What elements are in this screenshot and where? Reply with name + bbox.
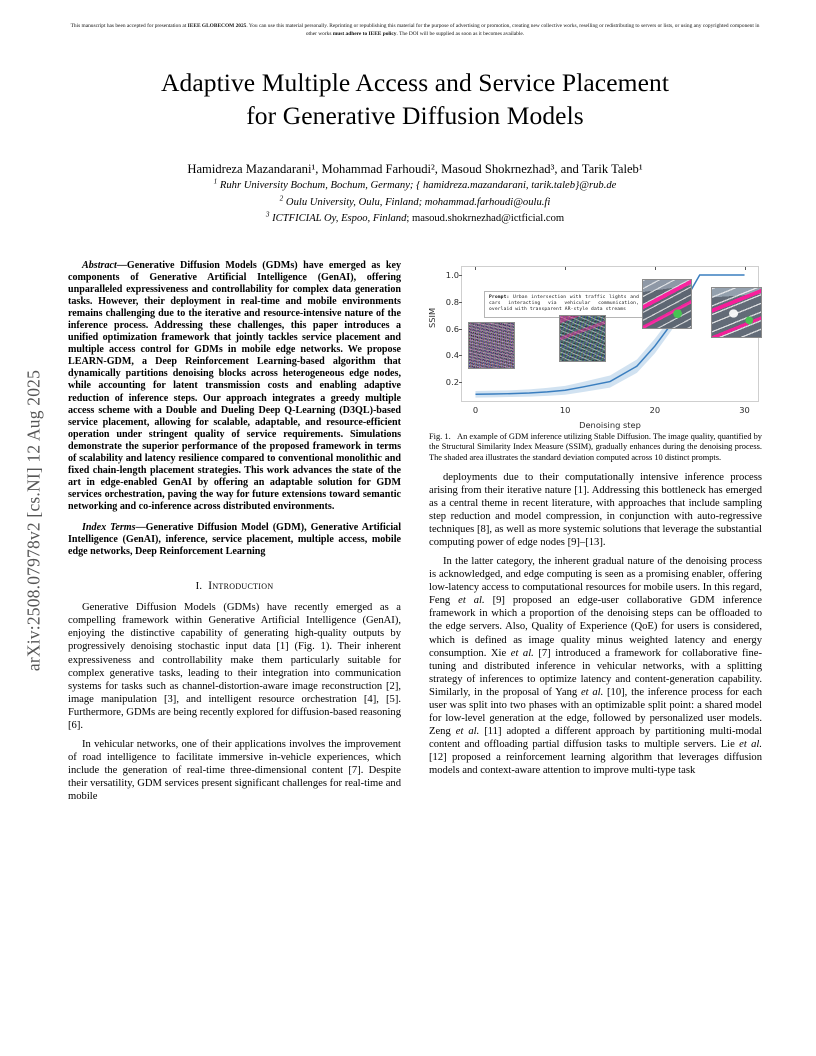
right-paragraph-1: deployments due to their computationally… [429, 471, 762, 549]
section-heading-introduction: I. Introduction [68, 558, 401, 601]
citation-etal-7: et al. [455, 726, 480, 738]
partially-denoised-sample-thumbnail [559, 315, 606, 362]
section-title: Introduction [208, 580, 274, 593]
citation-etal-5: et al. [580, 686, 604, 698]
chart-y-tick-label: 0.2 [445, 377, 459, 388]
paragraph-run-8: [11] adopted a different approach by par… [429, 726, 763, 751]
section-number: I. [195, 581, 203, 593]
figure-caption-text: An example of GDM inference utilizing St… [429, 432, 762, 462]
chart-y-tick-mark [459, 301, 462, 303]
right-paragraph-2: In the latter category, the inherent gra… [429, 555, 762, 778]
chart-x-tick-mark [654, 267, 656, 270]
author-names: Hamidreza Mazandarani¹, Mohammad Farhoud… [187, 162, 643, 176]
pure-noise-sample-thumbnail [468, 322, 515, 369]
abstract-label: Abstract [82, 260, 117, 271]
ssim-vs-denoising-step-chart: SSIM Denoising step 0.2 0.4 0.6 0.8 1.0 0 10 2… [427, 260, 762, 432]
banner-policy-text: must adhere to IEEE policy [332, 31, 397, 38]
prompt-label: Prompt: [489, 295, 510, 300]
chart-x-tick-mark [475, 267, 477, 270]
paragraph-run-10: [12] proposed a reinforcement learning a… [429, 752, 762, 777]
intro-paragraph-1: Generative Diffusion Models (GDMs) have … [68, 602, 401, 731]
affiliation-1-text: Ruhr University Bochum, Bochum, Germany;… [219, 180, 617, 191]
mostly-denoised-sample-thumbnail [642, 279, 692, 329]
chart-x-tick-label: 20 [649, 405, 661, 415]
chart-x-tick-mark [744, 267, 746, 270]
right-column: SSIM Denoising step 0.2 0.4 0.6 0.8 1.0 0 10 2… [427, 260, 762, 778]
page-title: Adaptive Multiple Access and Service Pla… [68, 66, 762, 132]
citation-etal-9: et al. [739, 739, 762, 751]
banner-line2-part3: . The DOI will be supplied as soon as it… [396, 31, 525, 38]
abstract-dash: — [116, 260, 127, 271]
chart-prompt-annotation: Prompt: Urban intersection with traffic … [484, 291, 644, 318]
index-terms-paragraph: Index Terms—Generative Diffusion Model (… [68, 522, 401, 558]
chart-y-tick-mark [459, 355, 462, 357]
chart-y-axis-label: SSIM [427, 307, 437, 328]
figure-1: SSIM Denoising step 0.2 0.4 0.6 0.8 1.0 0 10 2… [427, 260, 762, 463]
affiliation-3-marker: 3 [265, 210, 270, 219]
affiliation-3-email: ; masoud.shokrnezhad@ictficial.com [406, 213, 565, 224]
chart-y-tick-label: 0.8 [445, 296, 459, 307]
chart-x-tick-mark [565, 267, 567, 270]
affiliation-1: 1 Ruhr University Bochum, Bochum, German… [68, 178, 762, 195]
left-column: Abstract—Generative Diffusion Models (GD… [68, 260, 401, 803]
chart-svg-canvas [475, 274, 745, 398]
chart-x-tick-label: 30 [739, 405, 750, 415]
affiliation-1-marker: 1 [213, 177, 218, 186]
affiliation-3: 3 ICTFICIAL Oy, Espoo, Finland; masoud.s… [68, 211, 762, 228]
chart-y-tick-label: 1.0 [445, 270, 459, 281]
abstract-text: Generative Diffusion Models (GDMs) have … [68, 260, 401, 512]
affiliation-2: 2 Oulu University, Oulu, Finland; mohamm… [68, 193, 762, 212]
chart-y-tick-label: 0.6 [445, 323, 459, 334]
chart-y-tick-mark [459, 382, 462, 384]
paragraph-run-4: [7] introduced a framework for collabora… [429, 647, 763, 698]
author-block: Hamidreza Mazandarani¹, Mohammad Farhoud… [68, 160, 762, 228]
chart-y-tick-label: 0.4 [445, 350, 459, 361]
affiliation-3-text: ICTFICIAL Oy, Espoo, Finland [272, 213, 407, 224]
chart-x-tick-label: 10 [559, 405, 571, 415]
figure-caption-label: Fig. 1. [429, 432, 451, 441]
prompt-text: Urban intersection with traffic lights a… [489, 295, 639, 313]
paper-page: This manuscript has been accepted for pr… [68, 0, 762, 1056]
paragraph-run-2: [9] proposed an edge-user collaborative … [429, 595, 762, 659]
chart-ssim-line [475, 274, 745, 396]
chart-x-axis-label: Denoising step [579, 420, 641, 430]
abstract-paragraph: Abstract—Generative Diffusion Models (GD… [68, 260, 401, 513]
paragraph-run-6: [10], the inference process for each use… [429, 686, 762, 738]
arxiv-stamp: arXiv:2508.07978v2 [cs.NI] 12 Aug 2025 [23, 369, 44, 672]
citation-etal-1: et al. [458, 595, 485, 607]
banner-line1-part3: . You can use this material personally. … [246, 23, 604, 29]
chart-y-tick-mark [459, 275, 462, 277]
intro-paragraph-2: In vehicular networks, one of their appl… [68, 738, 401, 802]
title-line-1: Adaptive Multiple Access and Service Pla… [160, 68, 670, 97]
paragraph-run-0: In the latter category, the inherent gra… [429, 555, 762, 607]
index-terms-label: Index Terms [82, 521, 136, 533]
index-terms-text: Generative Diffusion Model (GDM), Genera… [68, 521, 401, 558]
banner-line2-part1: redistributing to servers or lists, or u… [305, 23, 760, 38]
chart-y-tick-mark [459, 328, 462, 330]
affiliation-2-text: Oulu University, Oulu, Finland; mohammad… [285, 196, 551, 208]
banner-line1-part1: This manuscript has been accepted for pr… [70, 23, 188, 29]
figure-caption: Fig. 1. An example of GDM inference util… [429, 432, 762, 463]
citation-etal-3: et al. [510, 647, 534, 659]
ieee-acceptance-banner: This manuscript has been accepted for pr… [70, 22, 760, 38]
affiliation-2-marker: 2 [279, 193, 284, 202]
final-clean-sample-thumbnail [711, 287, 762, 338]
index-terms-dash: — [135, 521, 146, 533]
chart-x-tick-label: 0 [472, 405, 479, 415]
title-line-2: for Generative Diffusion Models [246, 101, 584, 130]
banner-conference-name: IEEE GLOBECOM 2025 [187, 23, 247, 29]
chart-plot-area: 0.2 0.4 0.6 0.8 1.0 0 10 20 30 Prompt: Urban in… [446, 266, 762, 415]
